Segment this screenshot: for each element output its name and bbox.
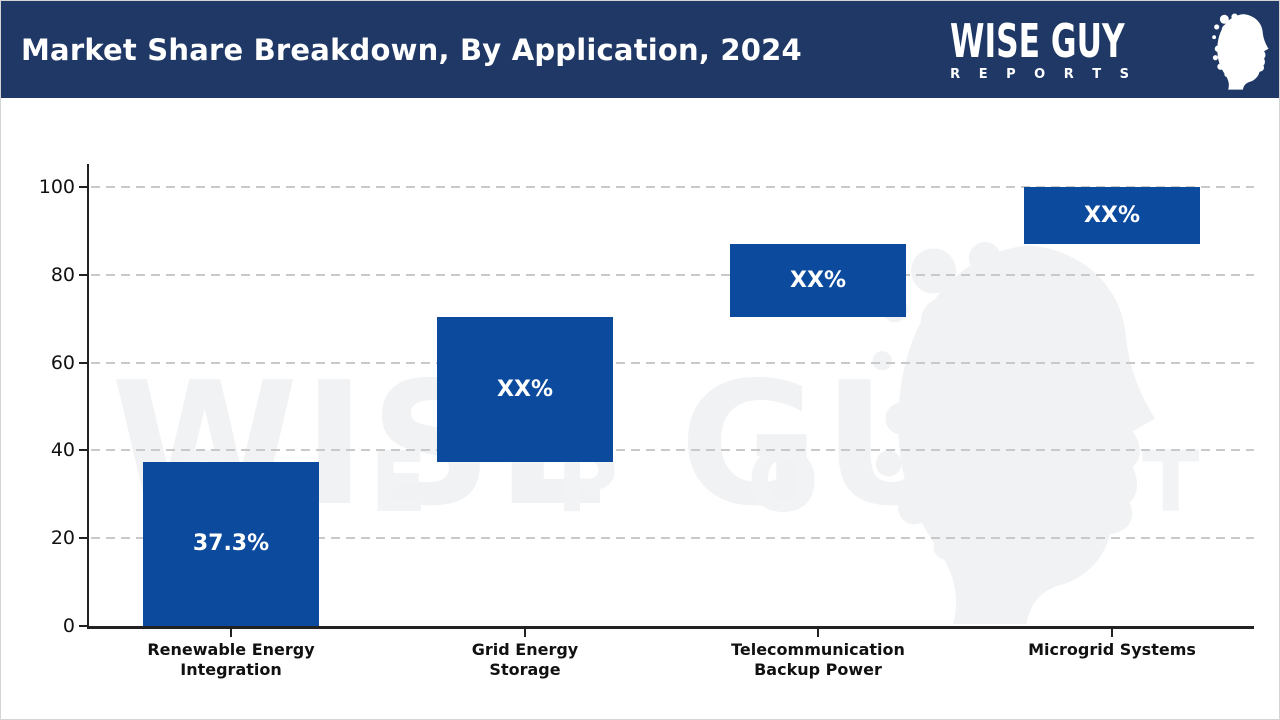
y-tick-label: 40 [50, 439, 75, 462]
brand-wordmark: WISE GUY [950, 14, 1125, 68]
brand-logo: WISE GUY R E P O R T S [950, 9, 1279, 91]
bar-value-label: XX% [497, 376, 553, 402]
x-tick-mark [817, 629, 819, 637]
y-tick-mark [79, 361, 87, 364]
bar-4 [1024, 187, 1200, 245]
gridline-60 [91, 361, 1254, 364]
gridline-20 [91, 537, 1254, 540]
bar-value-label: XX% [1084, 202, 1140, 228]
x-category-label: Microgrid Systems [1028, 640, 1196, 659]
y-tick-label: 60 [50, 351, 75, 374]
bar-3 [730, 244, 906, 318]
y-tick-mark [79, 625, 87, 627]
y-tick-label: 20 [50, 527, 75, 550]
y-tick-mark [79, 186, 87, 188]
y-tick-mark [79, 273, 87, 276]
x-category-label: Telecommunication Backup Power [731, 640, 905, 679]
x-tick-mark [230, 629, 232, 637]
brand-reports-text: R E P O R T S [950, 67, 1137, 82]
y-tick-label: 0 [62, 615, 75, 637]
gridline-40 [91, 449, 1254, 452]
bar-1 [143, 462, 319, 626]
x-category-label: Renewable Energy Integration [147, 640, 315, 679]
bar-2 [437, 317, 613, 463]
y-tick-label: 100 [38, 176, 75, 198]
y-axis [87, 164, 89, 629]
gridline-100 [91, 186, 1254, 188]
gridline-80 [91, 273, 1254, 276]
bar-value-label: 37.3% [192, 531, 270, 557]
x-axis [87, 626, 1254, 629]
page-title: Market Share Breakdown, By Application, … [21, 32, 802, 67]
bar-value-label: XX% [790, 267, 846, 293]
y-tick-label: 80 [50, 263, 75, 286]
x-tick-mark [524, 629, 526, 637]
y-tick-mark [79, 449, 87, 452]
app-header: Market Share Breakdown, By Application, … [1, 1, 1279, 98]
dotted-head-profile-icon [1209, 9, 1273, 91]
x-category-label: Grid Energy Storage [471, 640, 579, 679]
y-tick-mark [79, 537, 87, 540]
x-tick-mark [1111, 629, 1113, 637]
